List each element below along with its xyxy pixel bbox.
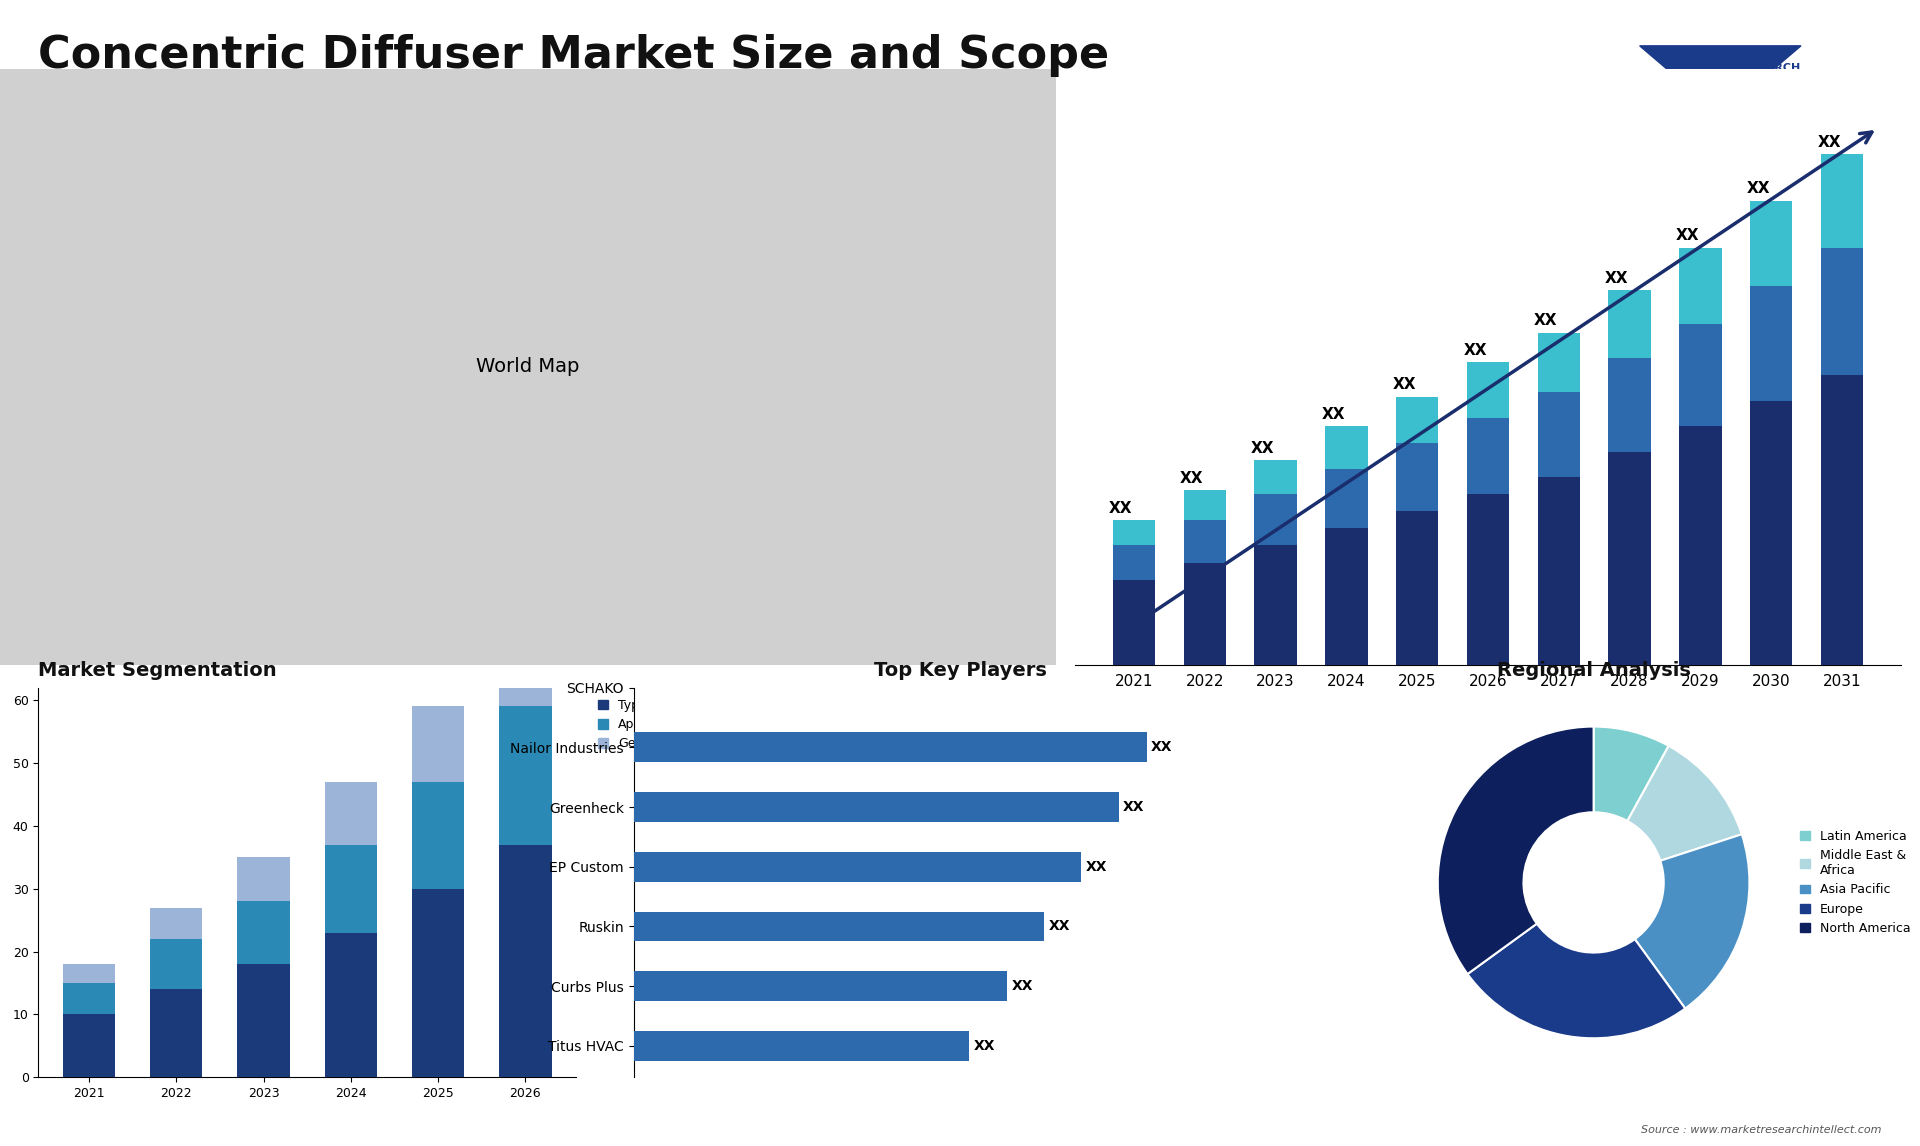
Bar [1325,469,1367,528]
Bar [413,888,465,1077]
Text: XX: XX [1110,501,1133,516]
Bar [1680,248,1722,324]
Text: XX: XX [1747,181,1770,196]
Bar [324,782,376,845]
Bar [150,939,202,989]
Bar [1609,359,1651,452]
Bar [1114,520,1156,545]
Bar [499,845,551,1077]
Bar [1396,511,1438,665]
Text: XX: XX [1605,270,1628,285]
Text: XX: XX [1012,979,1033,994]
Text: Concentric Diffuser Market Size and Scope: Concentric Diffuser Market Size and Scop… [38,34,1110,78]
Bar [634,911,1044,941]
Bar [634,972,1006,1002]
Legend: Type, Application, Geography: Type, Application, Geography [593,693,693,755]
Text: XX: XX [1676,228,1699,243]
Wedge shape [1634,834,1749,1008]
Wedge shape [1467,924,1686,1038]
Bar [150,908,202,939]
Wedge shape [1594,727,1668,821]
Wedge shape [1438,727,1594,974]
Text: XX: XX [1087,860,1108,873]
Bar [634,732,1146,762]
Bar [1114,545,1156,580]
Bar [1680,426,1722,665]
Bar [1538,332,1580,392]
Title: Top Key Players: Top Key Players [874,661,1046,681]
Bar [1114,580,1156,665]
Bar [238,964,290,1077]
Bar [1183,490,1227,520]
Bar [1183,520,1227,563]
Text: XX: XX [1123,800,1144,814]
Bar [63,1014,115,1077]
Bar [150,989,202,1077]
Bar [1749,285,1793,401]
Bar [634,1031,970,1061]
Bar [1820,248,1862,375]
Bar [1254,545,1296,665]
Text: XX: XX [1816,134,1841,150]
Bar [1538,478,1580,665]
Bar [1609,452,1651,665]
Bar [634,851,1081,881]
Bar [1749,201,1793,285]
Bar [1820,375,1862,665]
Title: Regional Analysis: Regional Analysis [1498,661,1690,681]
Text: World Map: World Map [476,358,580,376]
Bar [1538,392,1580,478]
Text: Source : www.marketresearchintellect.com: Source : www.marketresearchintellect.com [1642,1124,1882,1135]
Bar [413,782,465,888]
Polygon shape [1640,46,1801,115]
Text: XX: XX [1463,343,1486,359]
Bar [1467,362,1509,418]
Bar [1609,290,1651,359]
Bar [1183,563,1227,665]
Text: XX: XX [1048,919,1069,934]
Bar [1254,494,1296,545]
Bar [1820,154,1862,248]
Bar [324,933,376,1077]
Bar [1325,426,1367,469]
Bar [1467,418,1509,494]
Bar [1467,494,1509,665]
Text: MARKET
RESEARCH
INTELLECT: MARKET RESEARCH INTELLECT [1734,52,1801,85]
Bar [238,901,290,964]
Text: XX: XX [1250,441,1275,456]
Bar [1396,397,1438,444]
Text: XX: XX [1534,313,1557,329]
Bar [1680,324,1722,426]
Text: Market Segmentation: Market Segmentation [38,661,276,681]
Bar [1396,444,1438,511]
Text: XX: XX [1321,407,1346,422]
Bar [499,606,551,706]
Text: XX: XX [1152,740,1173,754]
Text: XX: XX [973,1039,995,1053]
Bar [63,983,115,1014]
Wedge shape [1628,746,1741,861]
Bar [324,845,376,933]
Bar [238,857,290,901]
Bar [499,706,551,845]
Legend: Latin America, Middle East &
Africa, Asia Pacific, Europe, North America: Latin America, Middle East & Africa, Asi… [1795,825,1916,940]
Bar [1749,401,1793,665]
Bar [1254,461,1296,494]
Bar [634,792,1119,822]
Text: XX: XX [1392,377,1415,392]
Bar [1325,528,1367,665]
Text: XX: XX [1181,471,1204,486]
Bar [63,964,115,983]
Bar [413,706,465,782]
